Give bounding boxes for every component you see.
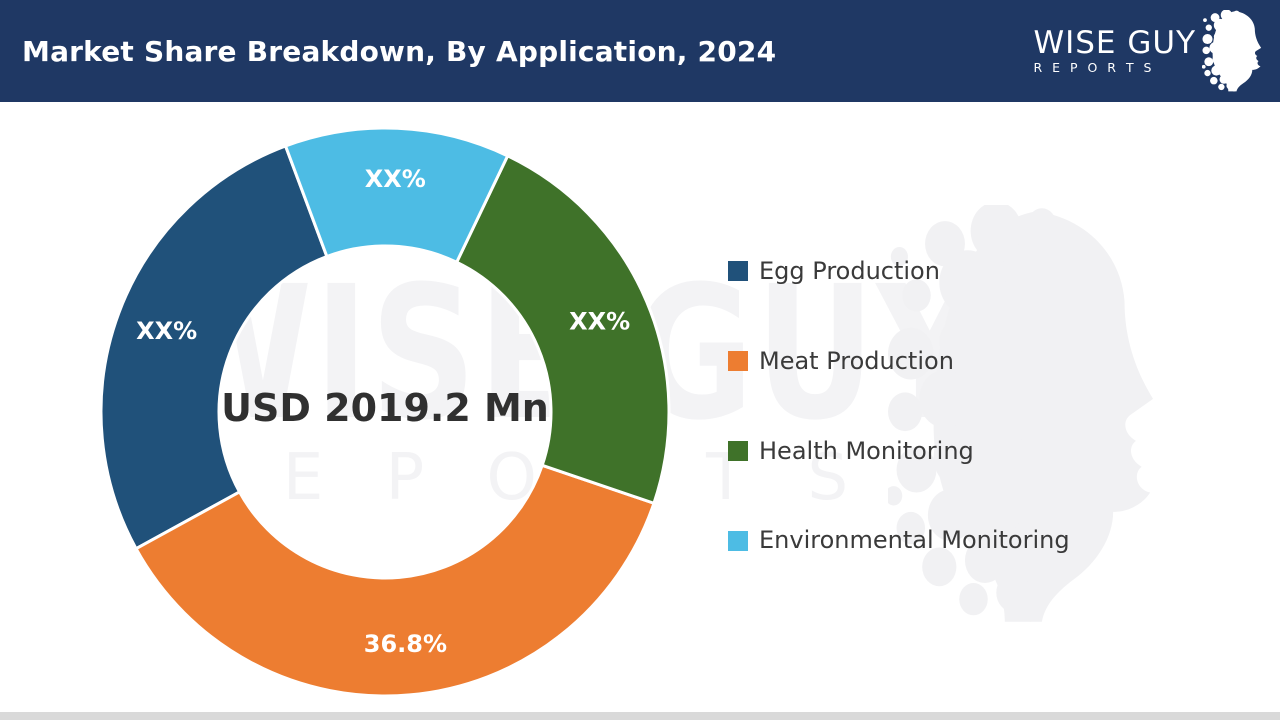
legend-label-health-monitoring: Health Monitoring: [759, 436, 974, 465]
slice-label-egg-production: XX%: [136, 317, 197, 345]
legend-label-meat-production: Meat Production: [759, 346, 954, 375]
logo-text: WISE GUY R E P O R T S: [1033, 27, 1196, 74]
header: Market Share Breakdown, By Application, …: [0, 0, 1280, 102]
legend-item-meat-production: Meat Production: [728, 347, 1070, 376]
donut-center-value: USD 2019.2 Mn: [221, 386, 549, 430]
slice-label-meat-production: 36.8%: [364, 630, 447, 658]
legend-swatch-meat-production: [728, 351, 748, 372]
legend-swatch-environmental-monitoring: [728, 530, 748, 551]
page-title: Market Share Breakdown, By Application, …: [22, 34, 777, 68]
legend-label-environmental-monitoring: Environmental Monitoring: [759, 526, 1070, 555]
legend-swatch-health-monitoring: [728, 440, 748, 461]
donut-slice-meat-production: [134, 463, 656, 698]
legend-item-environmental-monitoring: Environmental Monitoring: [728, 526, 1070, 555]
legend-swatch-egg-production: [728, 261, 748, 282]
logo-wordmark: WISE GUY: [1033, 25, 1196, 62]
logo-head-icon: [1202, 10, 1262, 92]
chart-legend: Egg Production Meat Production Health Moni…: [728, 257, 1070, 555]
wise-guy-logo: WISE GUY R E P O R T S: [1033, 10, 1280, 92]
legend-item-health-monitoring: Health Monitoring: [728, 437, 1070, 466]
slice-label-health-monitoring: XX%: [569, 308, 630, 336]
logo-subtext: R E P O R T S: [1033, 59, 1155, 75]
donut-chart: XX% 36.8% XX% XX%: [99, 126, 671, 698]
donut-slice-environmental-monitoring: [284, 126, 510, 264]
slice-label-environmental-monitoring: XX%: [365, 165, 426, 193]
donut-slice-egg-production: [99, 144, 329, 551]
legend-item-egg-production: Egg Production: [728, 257, 1070, 286]
footer-bar: [0, 712, 1280, 720]
donut-slice-health-monitoring: [455, 154, 671, 505]
legend-label-egg-production: Egg Production: [759, 257, 940, 285]
